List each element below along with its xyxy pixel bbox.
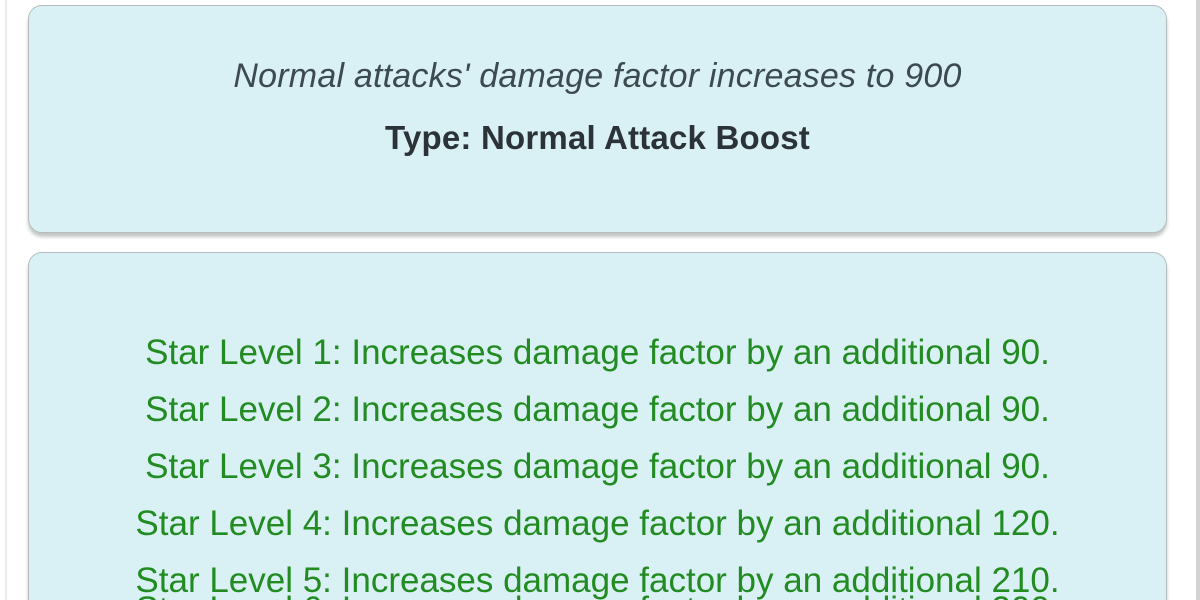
star-level-line: Star Level 2: Increases damage factor by… [145, 390, 1050, 429]
skill-type-label: Type: Normal Attack Boost [385, 119, 810, 156]
star-level-line: Star Level 5: Increases damage factor by… [135, 561, 1060, 600]
star-levels-list: Star Level 1: Increases damage factor by… [29, 324, 1166, 600]
star-level-line: Star Level 4: Increases damage factor by… [135, 504, 1060, 543]
skill-description-text: Normal attacks' damage factor increases … [233, 57, 962, 95]
page-left-edge-line [5, 0, 7, 600]
page-right-edge-strip [1196, 0, 1200, 600]
star-level-line: Star Level 3: Increases damage factor by… [145, 447, 1050, 486]
star-level-line: Star Level 1: Increases damage factor by… [145, 333, 1050, 372]
star-levels-card: Star Level 1: Increases damage factor by… [28, 252, 1167, 600]
star-level-line: Star Level 6: Increases damage factor by… [29, 581, 1166, 600]
skill-summary-card: Normal attacks' damage factor increases … [28, 5, 1167, 233]
